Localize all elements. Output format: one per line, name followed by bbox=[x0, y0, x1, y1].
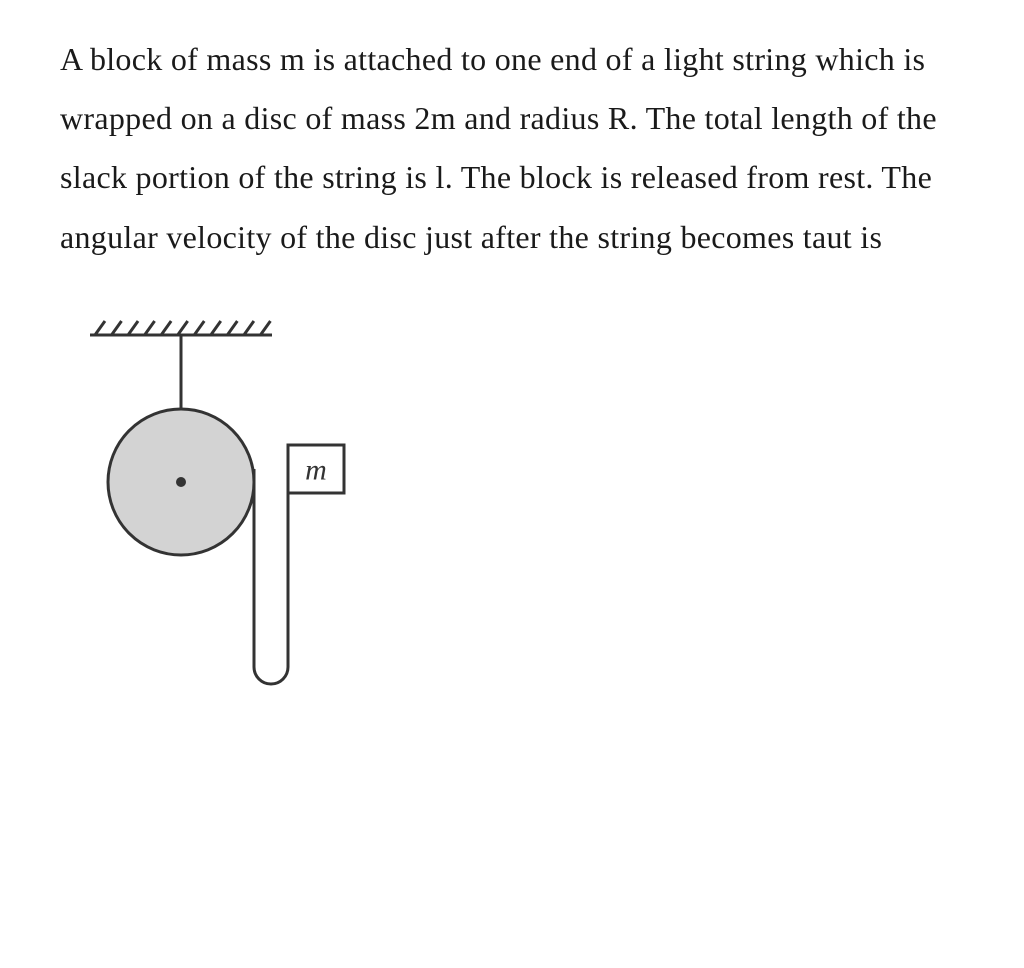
problem-text: A block of mass m is attached to one end… bbox=[60, 30, 964, 267]
diagram-svg: m bbox=[80, 307, 360, 707]
physics-diagram: m bbox=[80, 307, 964, 712]
var-r: R bbox=[608, 100, 630, 136]
var-m: m bbox=[280, 41, 305, 77]
text-segment: and radius bbox=[456, 100, 608, 136]
text-segment: A block of mass bbox=[60, 41, 280, 77]
svg-text:m: m bbox=[305, 453, 327, 486]
var-l: l bbox=[435, 159, 444, 195]
var-2m: 2m bbox=[414, 100, 456, 136]
